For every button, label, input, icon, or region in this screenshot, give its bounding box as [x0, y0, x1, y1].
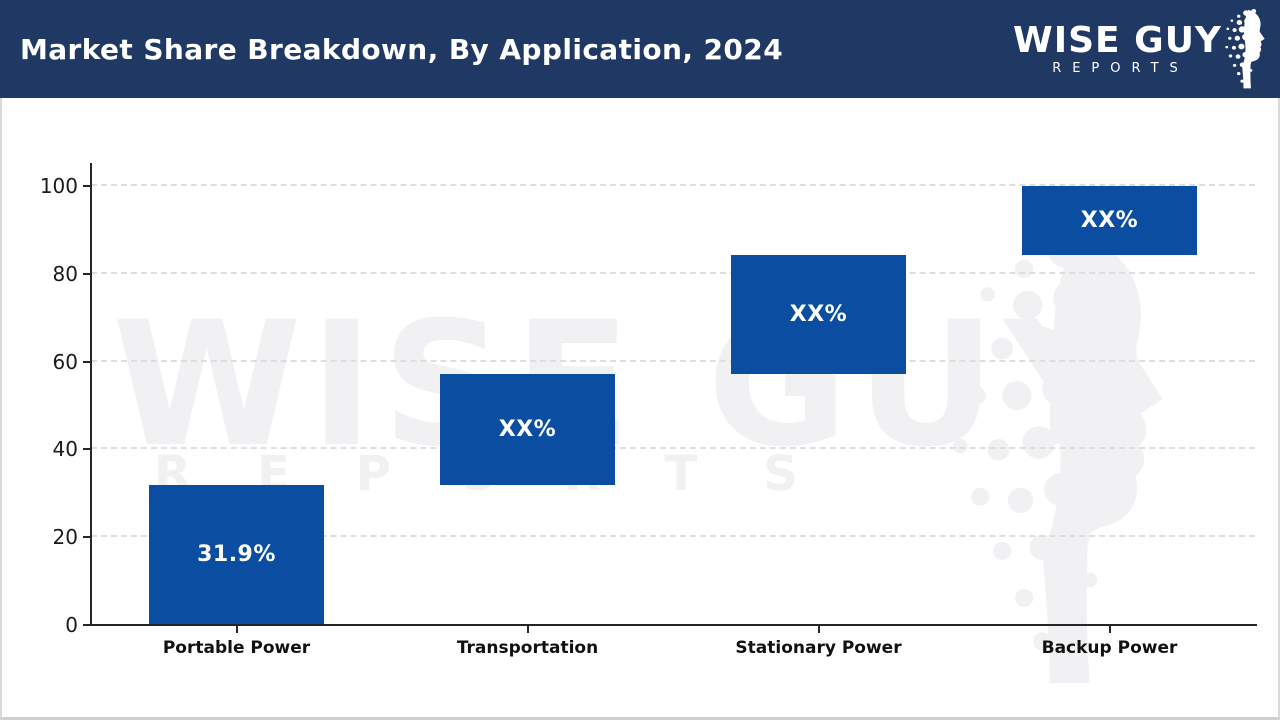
x-axis	[87, 624, 1257, 626]
gridline	[91, 359, 1255, 362]
brand-wordmark: WISE GUY	[1012, 20, 1222, 62]
y-tick-mark	[83, 536, 90, 539]
brand-logo-text: WISE GUY REPORTS	[1013, 22, 1222, 76]
y-axis	[90, 163, 92, 626]
header-bar: Market Share Breakdown, By Application, …	[0, 0, 1280, 98]
x-tick-mark	[817, 626, 820, 633]
bar-backup-power: XX%	[1021, 186, 1198, 255]
bar-stationary-power: XX%	[730, 254, 907, 374]
gridline	[91, 535, 1255, 538]
x-category-label: Stationary Power	[735, 638, 902, 658]
x-category-label: Transportation	[456, 638, 599, 658]
bar-value-label: 31.9%	[197, 542, 276, 568]
bar-value-label: XX%	[498, 416, 557, 442]
brand-head-icon	[1225, 8, 1265, 89]
y-tick-mark	[83, 360, 90, 363]
y-tick-mark	[83, 272, 90, 275]
y-tick-mark	[83, 624, 90, 626]
x-tick-mark	[1108, 626, 1111, 633]
bar-portable-power: 31.9%	[148, 484, 325, 625]
axis-ticks-layer: 0 20 40 60 80 100 Portable Power Transportation…	[2, 98, 1278, 717]
y-tick-label: 80	[52, 261, 78, 286]
brand-logo: WISE GUY REPORTS	[1013, 4, 1266, 94]
gridline	[91, 271, 1255, 274]
gridline	[91, 447, 1255, 450]
plot-area: 31.9% XX% XX% XX%	[91, 184, 1255, 625]
y-tick-label: 100	[39, 174, 78, 198]
y-tick-mark	[83, 185, 90, 187]
chart-canvas: WISE GUY REPORTS 31.9%XX%XX%XX% 02040608…	[0, 98, 1280, 720]
y-tick-label: 40	[52, 437, 78, 462]
y-tick-label: 60	[52, 349, 78, 374]
bar-value-label: XX%	[1080, 207, 1139, 233]
bar-transportation: XX%	[439, 373, 616, 485]
y-tick-label: 0	[65, 613, 78, 637]
gridline	[91, 184, 1255, 186]
y-tick-mark	[83, 448, 90, 451]
bar-value-label: XX%	[789, 301, 848, 327]
brand-subtext: REPORTS	[1052, 60, 1189, 76]
page-title: Market Share Breakdown, By Application, …	[20, 32, 784, 66]
x-category-label: Portable Power	[162, 638, 311, 658]
x-tick-mark	[235, 626, 238, 633]
y-tick-label: 20	[52, 525, 78, 550]
x-tick-mark	[526, 626, 529, 633]
x-category-label: Backup Power	[1041, 638, 1178, 658]
